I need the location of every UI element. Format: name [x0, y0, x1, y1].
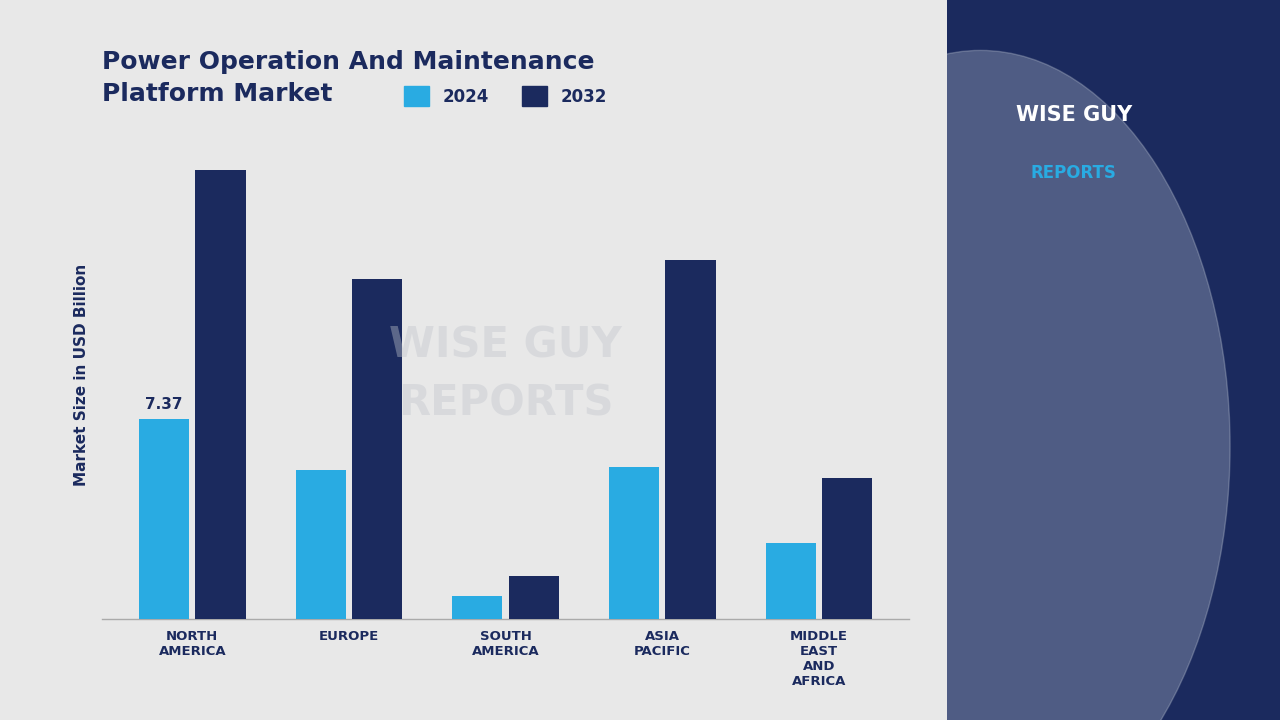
- Text: REPORTS: REPORTS: [1030, 163, 1116, 181]
- Bar: [296, 469, 346, 619]
- Bar: [508, 576, 559, 619]
- Bar: [666, 260, 716, 619]
- Legend: 2024, 2032: 2024, 2032: [398, 79, 613, 113]
- Text: Power Operation And Maintenance
Platform Market: Power Operation And Maintenance Platform…: [102, 50, 595, 106]
- Bar: [140, 419, 189, 619]
- Bar: [765, 543, 815, 619]
- Text: WISE GUY: WISE GUY: [1015, 105, 1132, 125]
- Bar: [609, 467, 659, 619]
- Bar: [822, 478, 872, 619]
- Bar: [352, 279, 402, 619]
- Bar: [452, 596, 503, 619]
- Y-axis label: Market Size in USD Billion: Market Size in USD Billion: [73, 264, 88, 485]
- Ellipse shape: [731, 50, 1230, 720]
- Text: WISE GUY
REPORTS: WISE GUY REPORTS: [389, 324, 622, 425]
- Bar: [196, 171, 246, 619]
- Text: 7.37: 7.37: [146, 397, 183, 412]
